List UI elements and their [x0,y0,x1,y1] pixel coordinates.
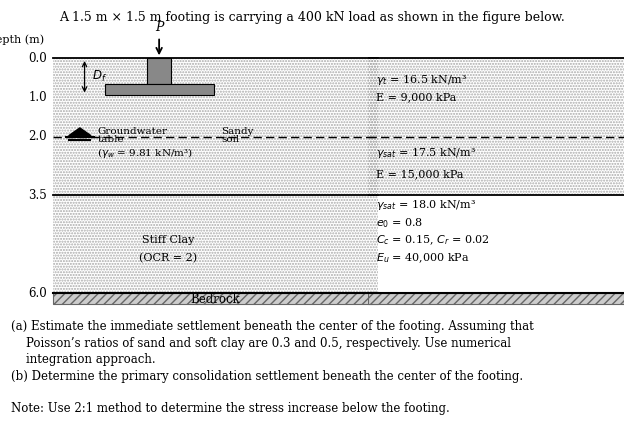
Text: $\gamma_{sat}$ = 18.0 kN/m³: $\gamma_{sat}$ = 18.0 kN/m³ [376,198,475,212]
Text: (a) Estimate the immediate settlement beneath the center of the footing. Assumin: (a) Estimate the immediate settlement be… [11,320,534,333]
Text: (OCR = 2): (OCR = 2) [139,253,198,263]
Polygon shape [69,128,91,136]
Bar [147,58,171,84]
Bar [104,84,213,95]
Text: Poisson’s ratios of sand and soft clay are 0.3 and 0.5, respectively. Use numeri: Poisson’s ratios of sand and soft clay a… [11,337,511,350]
Text: 1.0: 1.0 [28,91,47,104]
Text: Depth (m): Depth (m) [0,35,44,45]
Text: E = 15,000 kPa: E = 15,000 kPa [376,169,463,179]
Text: $C_c$ = 0.15, $C_r$ = 0.02: $C_c$ = 0.15, $C_r$ = 0.02 [376,234,490,247]
Text: 2.0: 2.0 [28,130,47,143]
Text: $D_f$: $D_f$ [92,69,107,84]
Text: Sandy: Sandy [222,127,254,136]
Bar [53,195,378,293]
Bar [53,293,378,304]
Text: ($\gamma_w$ = 9.81 kN/m³): ($\gamma_w$ = 9.81 kN/m³) [97,146,193,160]
Text: Stiff Clay: Stiff Clay [142,236,195,245]
Text: $\gamma_{sat}$ = 17.5 kN/m³: $\gamma_{sat}$ = 17.5 kN/m³ [376,146,475,160]
Text: 3.5: 3.5 [28,189,47,202]
Text: 0.0: 0.0 [28,52,47,65]
Text: Groundwater: Groundwater [97,127,167,136]
Text: Note: Use 2:1 method to determine the stress increase below the footing.: Note: Use 2:1 method to determine the st… [11,402,450,415]
Text: (b) Determine the primary consolidation settlement beneath the center of the foo: (b) Determine the primary consolidation … [11,370,524,383]
Bar [368,58,624,136]
Text: soil: soil [222,135,240,144]
Text: A 1.5 m × 1.5 m footing is carrying a 400 kN load as shown in the figure below.: A 1.5 m × 1.5 m footing is carrying a 40… [59,11,565,24]
Bar [368,136,624,195]
Text: Bedrock: Bedrock [190,294,240,307]
Text: $E_u$ = 40,000 kPa: $E_u$ = 40,000 kPa [376,251,469,265]
Text: table: table [97,135,124,144]
Text: 6.0: 6.0 [28,287,47,300]
Text: E = 9,000 kPa: E = 9,000 kPa [376,93,456,102]
Text: P: P [155,21,163,34]
Bar [53,58,378,136]
Text: $\gamma_t$ = 16.5 kN/m³: $\gamma_t$ = 16.5 kN/m³ [376,73,467,87]
Bar [368,293,624,304]
Text: integration approach.: integration approach. [11,353,156,366]
Bar [53,136,378,195]
Text: $e_0$ = 0.8: $e_0$ = 0.8 [376,216,422,230]
